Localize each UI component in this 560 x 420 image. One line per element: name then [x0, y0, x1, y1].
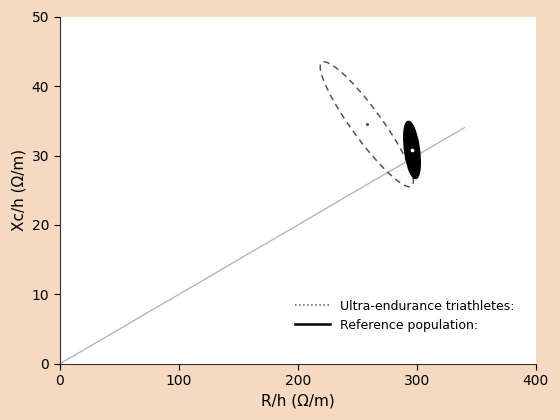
Ellipse shape: [404, 122, 420, 178]
Legend: Ultra-endurance triathletes:, Reference population:: Ultra-endurance triathletes:, Reference …: [291, 294, 520, 337]
X-axis label: R/h (Ω/m): R/h (Ω/m): [261, 394, 335, 409]
Y-axis label: Xc/h (Ω/m): Xc/h (Ω/m): [11, 149, 26, 231]
